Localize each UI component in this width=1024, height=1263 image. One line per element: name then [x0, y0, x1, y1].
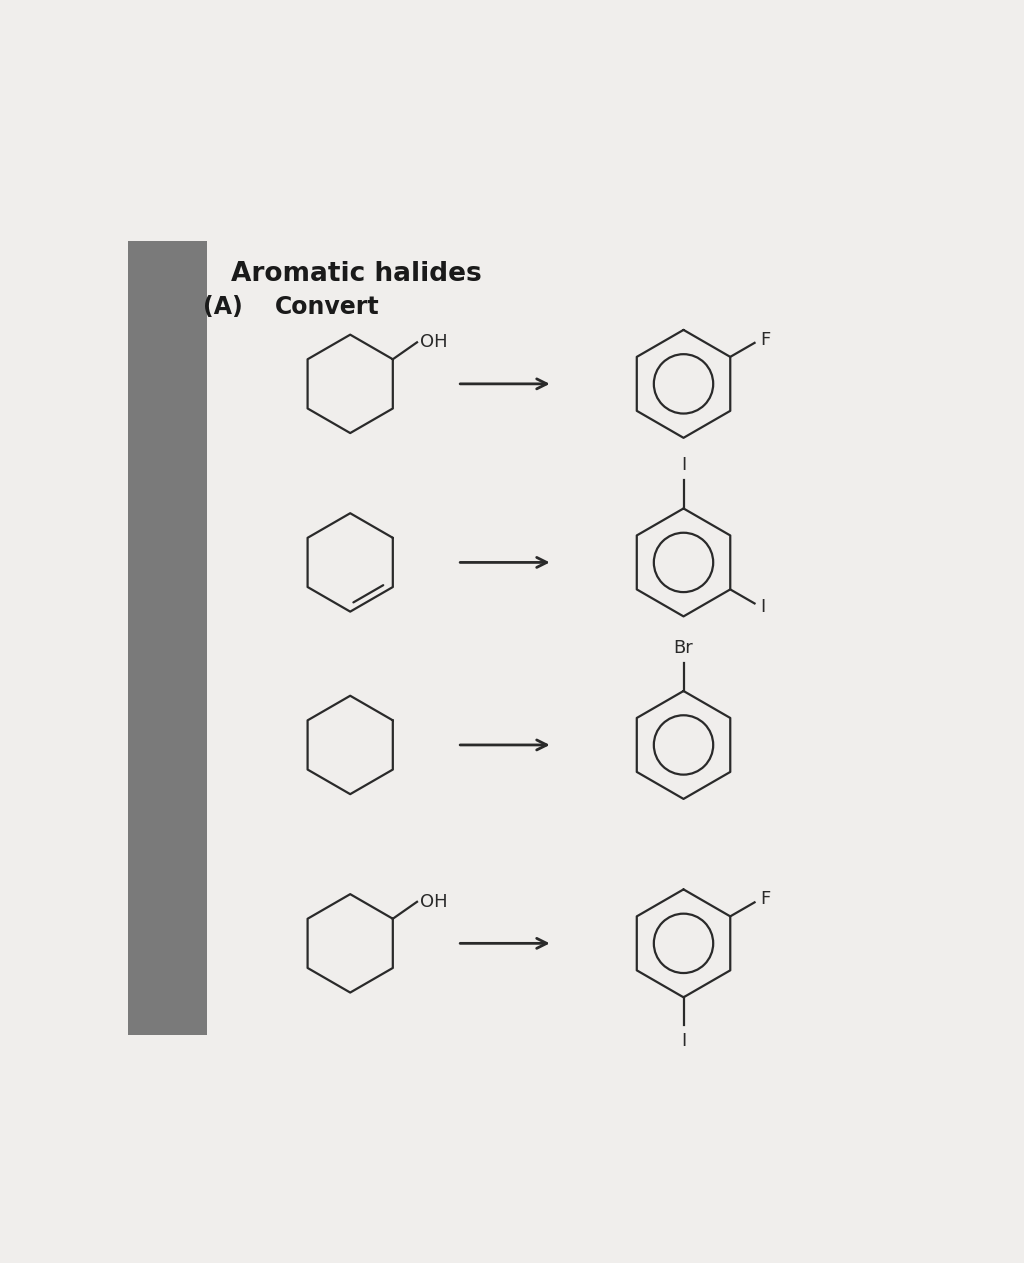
Text: (A): (A) [204, 296, 243, 320]
Text: Br: Br [674, 639, 693, 657]
Text: F: F [760, 890, 770, 908]
Bar [128, 241, 207, 1034]
Text: OH: OH [420, 333, 447, 351]
Text: Convert: Convert [274, 296, 380, 320]
Text: I: I [681, 456, 686, 474]
Text: I: I [681, 1032, 686, 1050]
Text: Aromatic halides: Aromatic halides [231, 261, 482, 287]
Text: I: I [760, 597, 765, 615]
Text: F: F [760, 331, 770, 349]
Text: OH: OH [420, 893, 447, 911]
